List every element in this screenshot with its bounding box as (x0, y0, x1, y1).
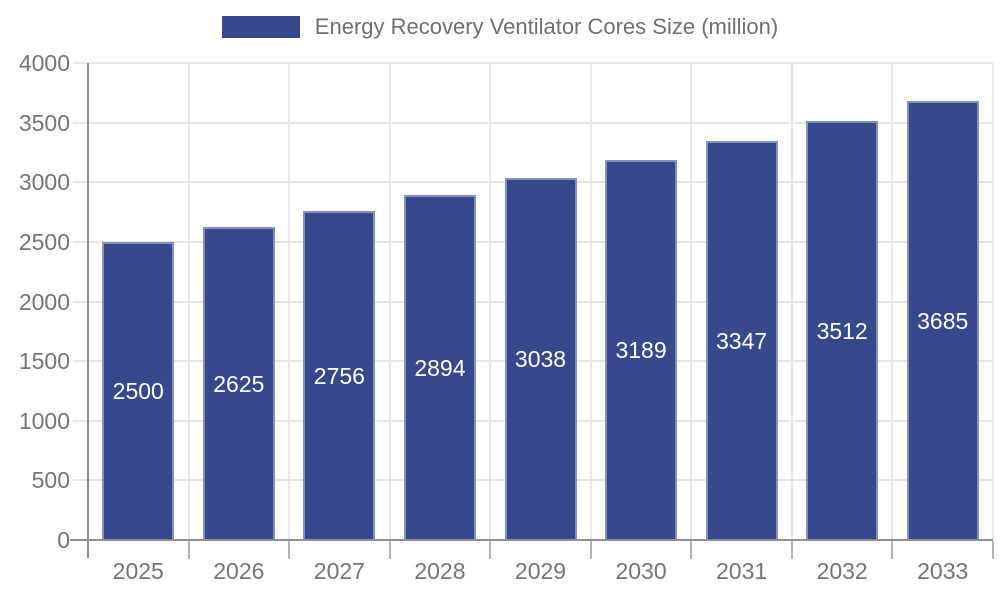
y-axis-tick (73, 360, 88, 363)
bar: 3189 (605, 159, 678, 540)
x-tick-label: 2030 (615, 558, 667, 584)
bar: 2756 (303, 211, 376, 540)
v-gridline (992, 63, 994, 540)
bar-value-label: 3685 (917, 307, 969, 334)
x-axis-tick (388, 541, 391, 559)
v-gridline (690, 63, 693, 540)
legend[interactable]: Energy Recovery Ventilator Cores Size (m… (0, 14, 1000, 40)
y-tick-label: 2500 (18, 228, 70, 255)
y-axis-tick (73, 121, 88, 124)
v-gridline (489, 63, 492, 540)
x-axis-tick (992, 541, 994, 559)
y-tick-label: 3500 (18, 109, 70, 136)
bar: 3512 (806, 121, 879, 540)
bar-value-label: 2894 (414, 354, 466, 381)
legend-swatch (221, 16, 300, 38)
y-tick-label: 500 (31, 467, 70, 494)
x-tick-label: 2027 (313, 558, 365, 584)
v-gridline (790, 63, 793, 540)
bar: 2500 (102, 241, 175, 540)
y-axis-tick (73, 419, 88, 422)
x-tick-label: 2029 (514, 558, 567, 584)
y-tick-label: 1000 (18, 407, 70, 434)
y-tick-label: 1500 (18, 348, 70, 375)
x-tick-label: 2032 (816, 558, 868, 584)
v-gridline (388, 63, 391, 540)
y-axis-line (87, 63, 89, 558)
bar: 3685 (906, 100, 979, 540)
bar-value-label: 2500 (112, 378, 164, 405)
x-tick-label: 2026 (213, 558, 265, 584)
y-tick-label: 2000 (18, 288, 70, 315)
x-tick-label: 2031 (716, 558, 768, 584)
y-axis-tick (73, 479, 88, 482)
bar-value-label: 2625 (213, 370, 265, 397)
y-axis-tick (73, 181, 88, 184)
bar: 2894 (403, 194, 476, 540)
y-tick-label: 0 (57, 527, 70, 553)
x-axis-tick (589, 541, 592, 559)
legend-label: Energy Recovery Ventilator Cores Size (m… (314, 14, 779, 39)
v-gridline (288, 63, 291, 540)
x-tick-label: 2025 (112, 558, 164, 584)
x-axis-tick (288, 541, 291, 559)
bar: 3347 (705, 140, 778, 540)
bar-value-label: 3347 (716, 327, 768, 354)
y-axis-tick (73, 62, 88, 64)
v-gridline (187, 63, 190, 540)
plot-area: 2500 2625 2756 2894 3038 3189 3347 3512 3685 (73, 62, 994, 540)
bar-value-label: 2756 (313, 363, 365, 390)
v-gridline (891, 63, 894, 540)
h-gridline (88, 62, 993, 64)
x-axis-tick (891, 541, 894, 559)
x-tick-label: 2028 (414, 558, 466, 584)
x-axis-tick (489, 541, 492, 559)
x-axis-line (70, 539, 993, 541)
x-axis-tick (790, 541, 793, 559)
y-tick-label: 4000 (18, 50, 70, 76)
bar: 3038 (504, 177, 577, 540)
x-axis-tick (690, 541, 693, 559)
y-axis-tick (73, 240, 88, 243)
bar-value-label: 3512 (816, 318, 868, 345)
h-gridline (88, 121, 993, 124)
x-tick-label: 2033 (917, 558, 969, 584)
bar: 2625 (202, 226, 275, 540)
v-gridline (589, 63, 592, 540)
bar-value-label: 3038 (514, 346, 567, 373)
bar-value-label: 3189 (615, 337, 667, 364)
y-axis-tick (73, 300, 88, 303)
x-axis-tick (187, 541, 190, 559)
y-tick-label: 3000 (18, 169, 70, 196)
